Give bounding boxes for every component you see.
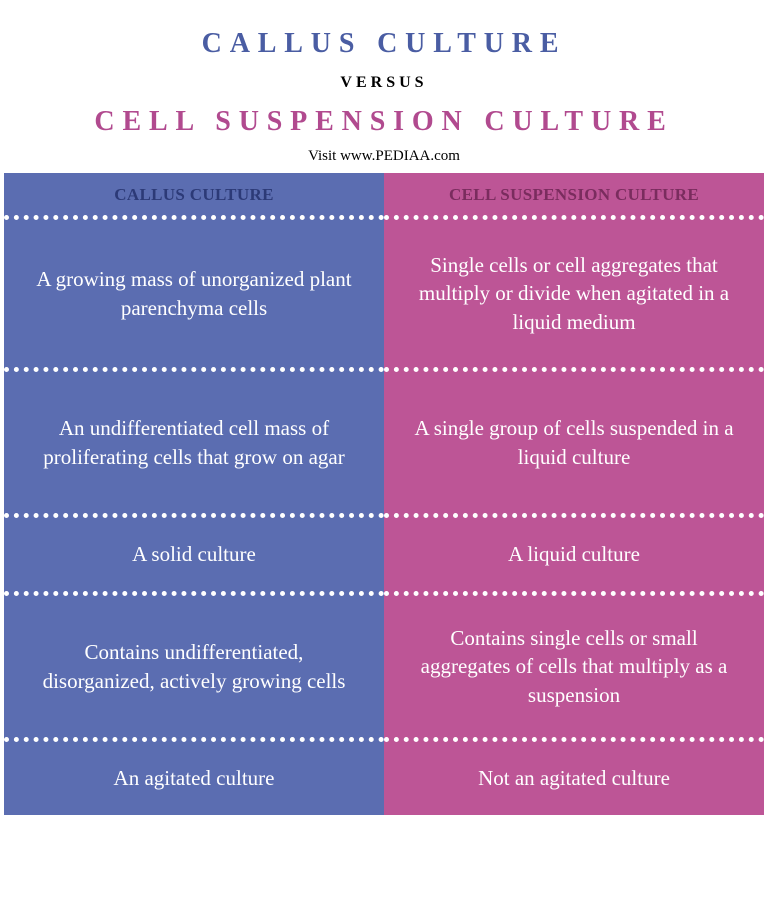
column-right: CELL SUSPENSION CULTURE Single cells or … <box>384 173 764 815</box>
versus-label: VERSUS <box>0 74 768 92</box>
title-suspension: CELL SUSPENSION CULTURE <box>0 106 768 138</box>
table-cell: An undifferentiated cell mass of prolife… <box>4 367 384 513</box>
table-cell: A solid culture <box>4 513 384 591</box>
comparison-table: CALLUS CULTURE A growing mass of unorgan… <box>4 173 764 815</box>
visit-link-text: Visit www.PEDIAA.com <box>0 148 768 165</box>
column-right-header: CELL SUSPENSION CULTURE <box>384 173 764 215</box>
column-left-header: CALLUS CULTURE <box>4 173 384 215</box>
column-left: CALLUS CULTURE A growing mass of unorgan… <box>4 173 384 815</box>
table-cell: An agitated culture <box>4 737 384 815</box>
table-cell: A growing mass of unorganized plant pare… <box>4 215 384 367</box>
table-cell: Contains single cells or small aggregate… <box>384 591 764 737</box>
table-cell: Not an agitated culture <box>384 737 764 815</box>
comparison-infographic: CALLUS CULTURE VERSUS CELL SUSPENSION CU… <box>0 0 768 815</box>
title-callus: CALLUS CULTURE <box>0 28 768 60</box>
table-cell: Single cells or cell aggregates that mul… <box>384 215 764 367</box>
table-cell: Contains undifferentiated, disorganized,… <box>4 591 384 737</box>
table-cell: A liquid culture <box>384 513 764 591</box>
table-cell: A single group of cells suspended in a l… <box>384 367 764 513</box>
